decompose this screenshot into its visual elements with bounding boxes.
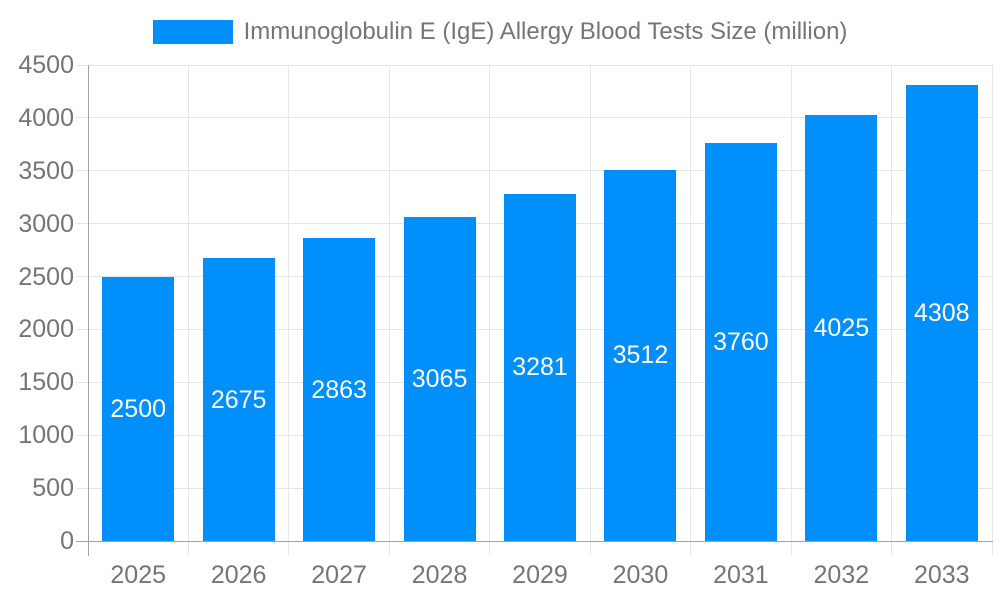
- bar-2031[interactable]: [704, 143, 777, 541]
- y-axis-line: [87, 65, 89, 556]
- bar-value-label: 4025: [813, 314, 870, 343]
- legend-label: Immunoglobulin E (IgE) Allergy Blood Tes…: [243, 18, 848, 45]
- y-axis-tick-label: 0: [60, 527, 74, 555]
- y-axis-tick: [76, 170, 88, 172]
- bar-2025[interactable]: [102, 276, 175, 541]
- x-axis-label-2028: 2028: [411, 561, 468, 589]
- v-gridline: [690, 65, 692, 541]
- bar-2026[interactable]: [202, 258, 275, 541]
- bar-2028[interactable]: [403, 216, 476, 541]
- bar-value-label: 3760: [713, 328, 769, 357]
- v-gridline: [489, 65, 491, 541]
- y-axis-tick: [76, 487, 88, 489]
- legend-item[interactable]: Immunoglobulin E (IgE) Allergy Blood Tes…: [0, 18, 1000, 46]
- bar-value-label: 2675: [210, 385, 267, 414]
- x-axis-label-2031: 2031: [713, 561, 769, 589]
- x-axis-label-2029: 2029: [512, 561, 568, 589]
- bar-value-label: 4308: [913, 299, 970, 328]
- x-axis-label-2033: 2033: [913, 561, 970, 589]
- x-axis-tick: [489, 541, 491, 555]
- x-axis-tick: [388, 541, 390, 555]
- x-axis-tick: [589, 541, 591, 555]
- y-axis-tick-label: 4500: [18, 51, 74, 79]
- x-axis-tick: [288, 541, 290, 555]
- bar-2032[interactable]: [805, 115, 878, 541]
- y-axis-tick: [76, 117, 88, 119]
- y-axis-tick: [76, 276, 88, 278]
- v-gridline: [589, 65, 591, 541]
- x-axis-label-2027: 2027: [311, 561, 367, 589]
- y-axis-tick: [76, 381, 88, 383]
- bar-value-label: 3512: [612, 341, 669, 370]
- v-gridline: [288, 65, 290, 541]
- bar-value-label: 2863: [311, 375, 367, 404]
- bar-2029[interactable]: [504, 193, 576, 541]
- h-gridline: [88, 117, 992, 119]
- bar-2027[interactable]: [303, 238, 376, 541]
- x-axis-tick: [187, 541, 189, 555]
- x-axis-line: [88, 540, 993, 542]
- y-axis-tick-label: 1500: [18, 368, 74, 397]
- x-axis-label-2025: 2025: [110, 561, 167, 589]
- x-axis-tick: [690, 541, 692, 555]
- y-axis-tick: [76, 540, 88, 542]
- y-axis-tick-label: 2000: [18, 315, 74, 344]
- y-axis-tick: [76, 328, 88, 330]
- h-gridline: [88, 64, 992, 66]
- v-gridline: [790, 65, 792, 541]
- legend-marker-icon: [152, 20, 233, 44]
- bar-2033[interactable]: [905, 85, 978, 541]
- bar-2030[interactable]: [604, 169, 677, 541]
- bar-value-label: 2500: [110, 394, 167, 423]
- y-axis-tick-label: 1000: [18, 421, 74, 450]
- v-gridline: [187, 65, 189, 541]
- y-axis-tick-label: 4000: [18, 103, 74, 132]
- y-axis-tick: [76, 64, 88, 66]
- y-axis-tick-label: 3500: [18, 156, 74, 185]
- y-axis-tick: [76, 434, 88, 436]
- y-axis-tick-label: 2500: [18, 262, 74, 291]
- v-gridline: [388, 65, 390, 541]
- y-axis-tick-label: 500: [32, 474, 74, 503]
- v-gridline: [991, 65, 993, 541]
- y-axis-tick: [76, 223, 88, 225]
- x-axis-tick: [891, 541, 893, 555]
- x-axis-label-2026: 2026: [210, 561, 267, 589]
- x-axis-tick: [991, 541, 993, 555]
- h-gridline: [88, 170, 992, 172]
- v-gridline: [891, 65, 893, 541]
- bar-value-label: 3065: [411, 364, 468, 393]
- x-axis-label-2032: 2032: [813, 561, 870, 589]
- y-axis-tick-label: 3000: [18, 209, 74, 238]
- x-axis-label-2030: 2030: [612, 561, 669, 589]
- x-axis-tick: [790, 541, 792, 555]
- bar-value-label: 3281: [512, 353, 568, 382]
- plot-area: 2500 2675 2863 3065 3281 3512 3760 4025 4308: [88, 64, 993, 541]
